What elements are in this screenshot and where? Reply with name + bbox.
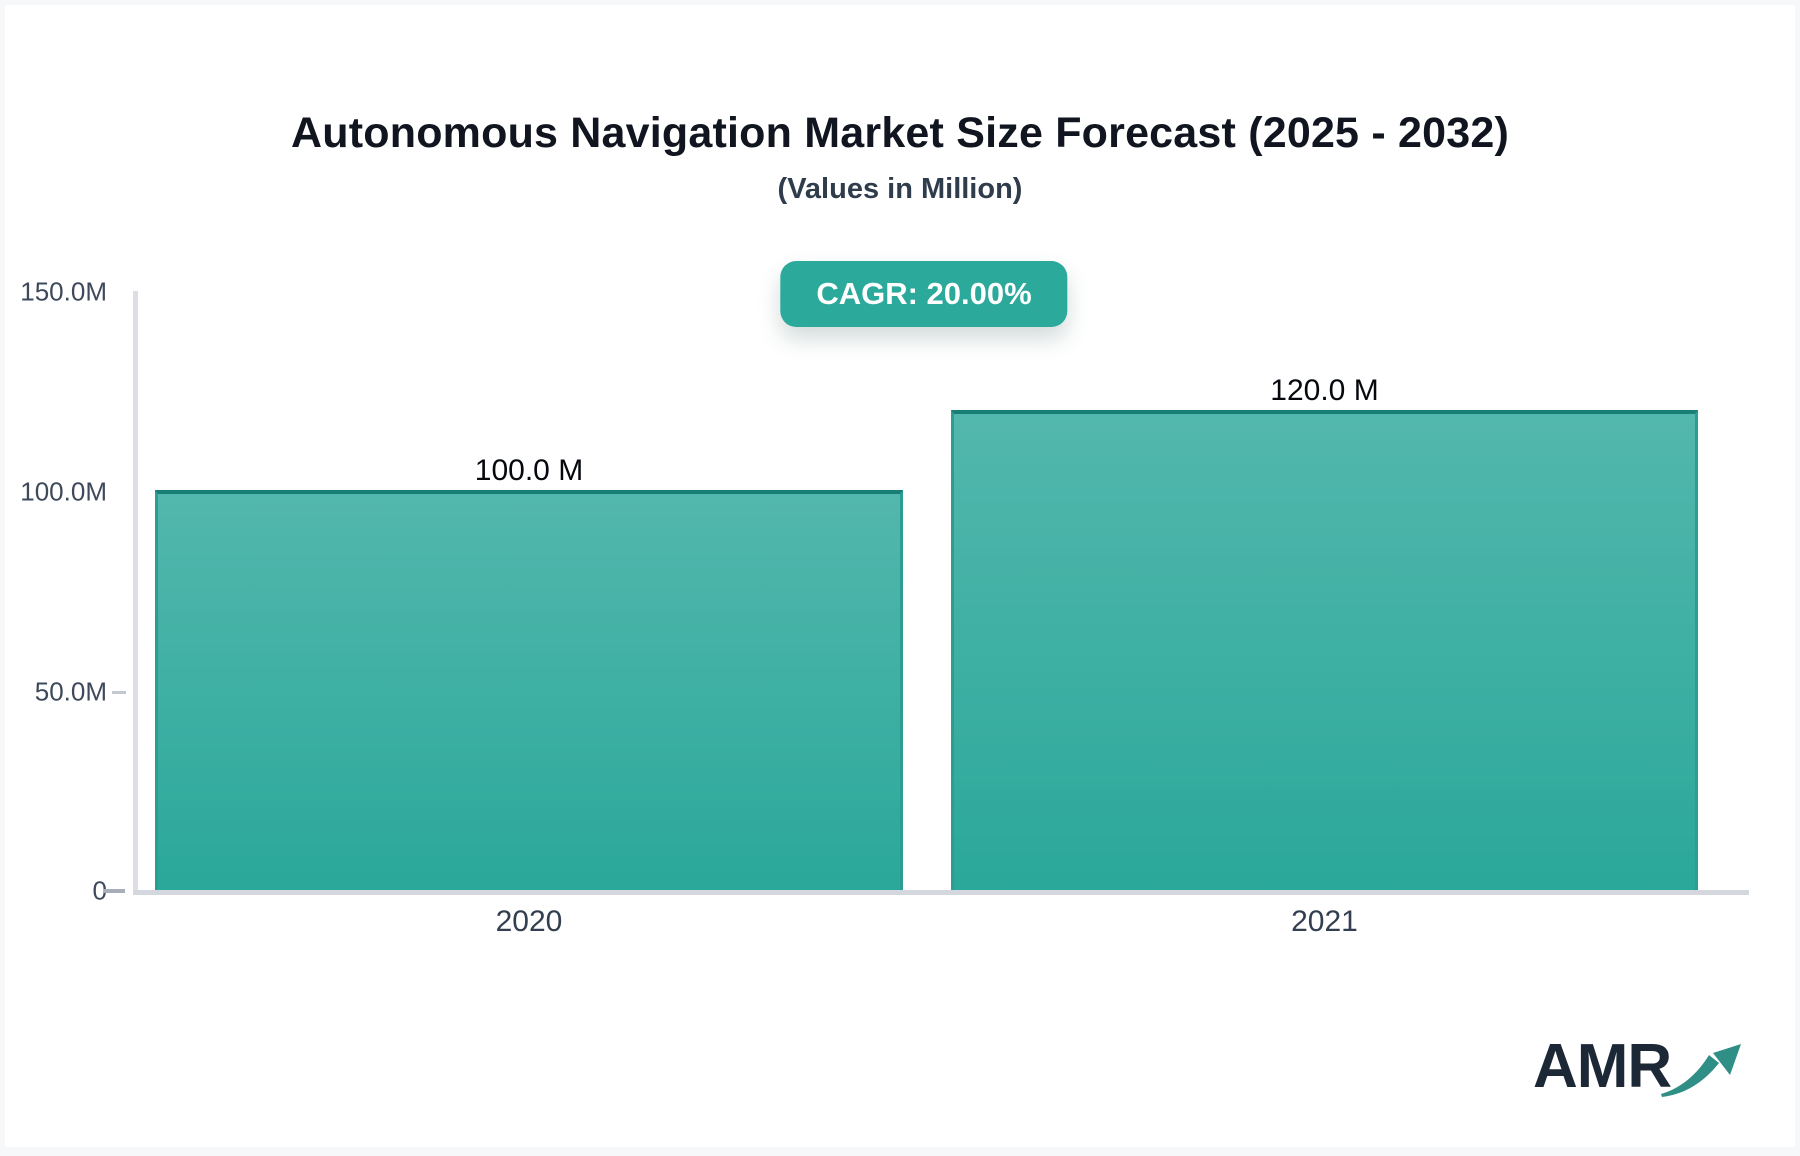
trend-up-arrow-icon [1659, 1039, 1743, 1106]
x-tick-label-2021: 2021 [1291, 905, 1358, 938]
chart-title: Autonomous Navigation Market Size Foreca… [291, 109, 1509, 157]
y-tick-mark-0 [104, 889, 125, 893]
y-tick-label-100m: 100.0M [20, 476, 107, 507]
cagr-badge: CAGR: 20.00% [780, 261, 1068, 327]
amr-logo: AMR [1533, 1032, 1743, 1106]
chart-canvas: Autonomous Navigation Market Size Foreca… [5, 5, 1795, 1147]
y-tick-mark-50m [112, 691, 126, 694]
amr-logo-text: AMR [1533, 1032, 1672, 1101]
bar-2020 [155, 490, 903, 890]
y-tick-label-0: 0 [92, 875, 107, 906]
y-axis-line [133, 291, 138, 895]
bar-value-label-2021: 120.0 M [1270, 374, 1379, 407]
bar-value-label-2020: 100.0 M [474, 454, 584, 487]
bar-2021 [951, 410, 1698, 890]
x-tick-label-2020: 2020 [495, 905, 563, 938]
x-axis-line [133, 890, 1749, 895]
y-tick-label-50m: 50.0M [34, 676, 107, 707]
y-tick-label-150m: 150.0M [20, 276, 107, 307]
chart-subtitle: (Values in Million) [777, 173, 1023, 205]
